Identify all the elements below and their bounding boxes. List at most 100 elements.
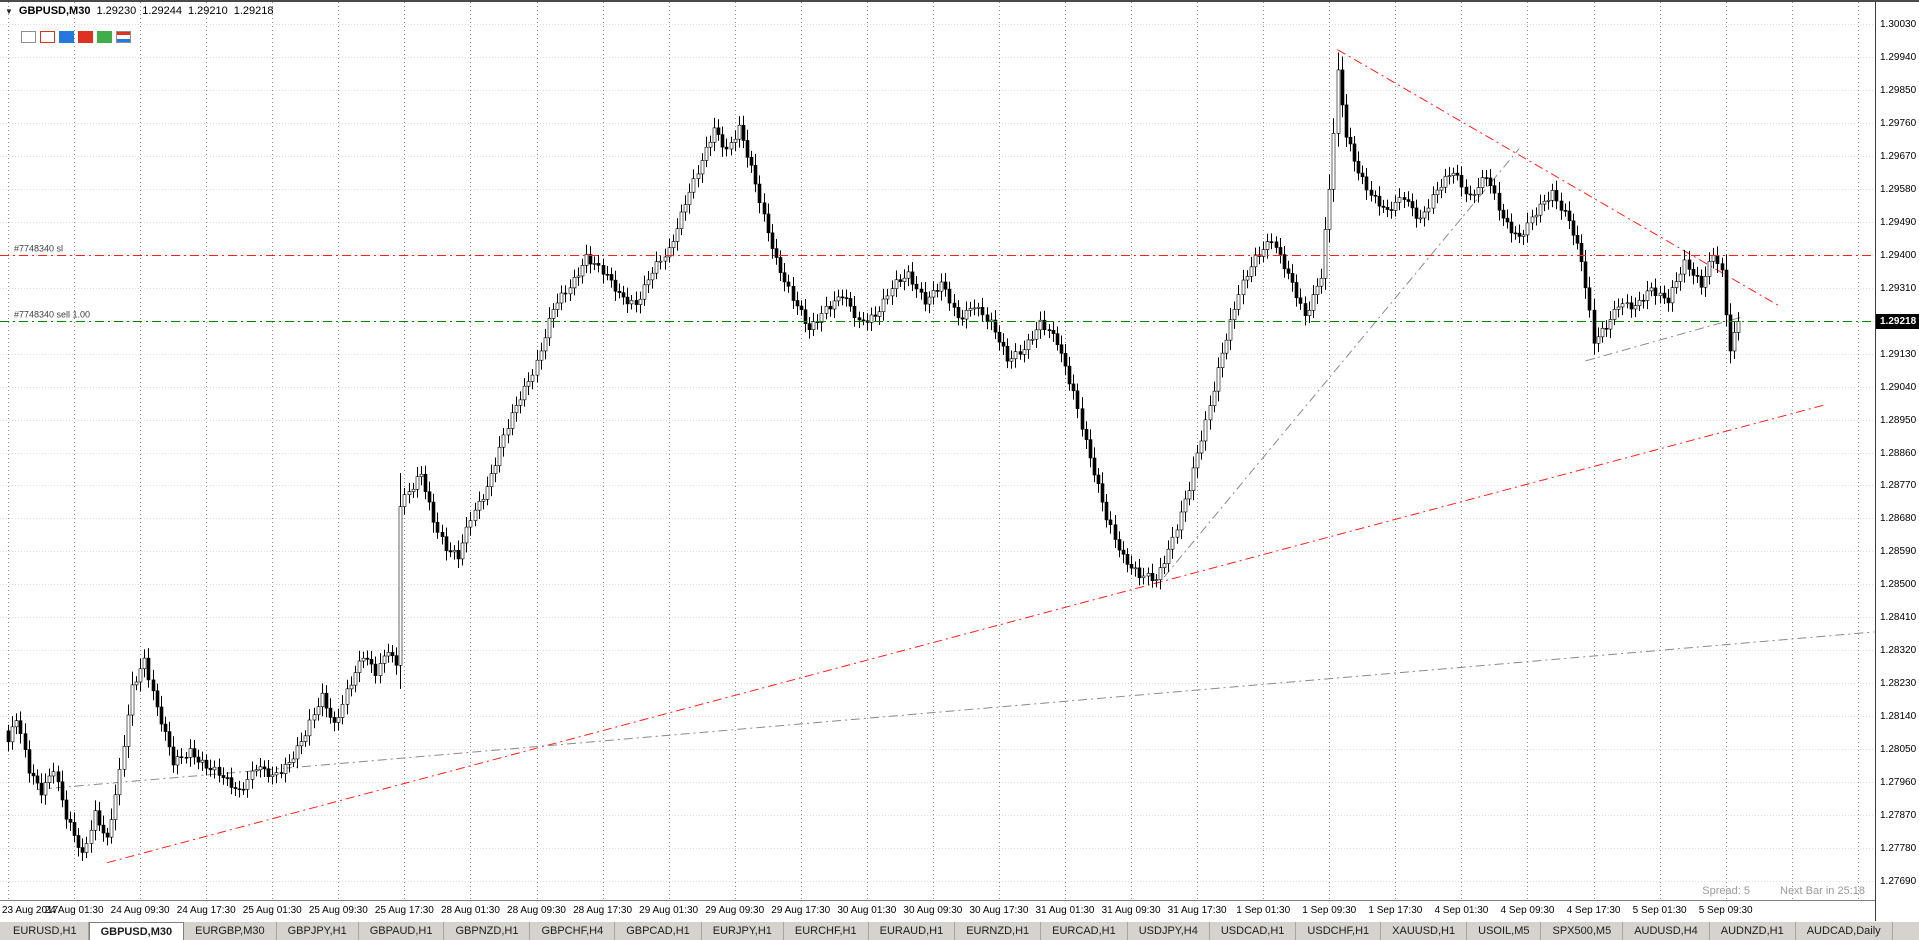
price-axis-label: 1.28590 [1880, 546, 1917, 558]
swatch-red-button[interactable] [78, 31, 93, 43]
swatch-green-button[interactable] [97, 31, 112, 43]
time-axis-label: 29 Aug 01:30 [639, 905, 699, 916]
time-axis-label: 31 Aug 09:30 [1101, 905, 1161, 916]
time-axis-label: 24 Aug 17:30 [176, 905, 236, 916]
symbol-tab-spx500-m5[interactable]: SPX500,M5 [1541, 922, 1624, 940]
symbol-tab-eurgbp-m30[interactable]: EURGBP,M30 [184, 922, 277, 940]
next-bar-timer: Next Bar in 25:18 [1780, 885, 1865, 897]
time-axis[interactable]: 23 Aug 2017 24 Aug 01:30 24 Aug 09:30 24 Au… [0, 900, 1919, 922]
price-axis-label: 1.28770 [1880, 480, 1917, 492]
swatch-red-outline-button[interactable] [40, 31, 55, 43]
swatch-blue-button[interactable] [59, 31, 74, 43]
long-gray-trendline[interactable] [36, 631, 1875, 790]
symbol-tab-gbpnzd-h1[interactable]: GBPNZD,H1 [444, 922, 531, 940]
time-axis-label: 28 Aug 01:30 [440, 905, 500, 916]
price-axis-label: 1.28410 [1880, 612, 1917, 624]
ascending-red-trendline[interactable] [106, 404, 1825, 864]
symbol-tab-usdjpy-h4[interactable]: USDJPY,H4 [1127, 922, 1210, 940]
symbol-tab-eurnzd-h1[interactable]: EURNZD,H1 [955, 922, 1042, 940]
time-axis-label: 4 Sep 01:30 [1434, 905, 1489, 916]
price-axis-label: 1.28500 [1880, 579, 1917, 591]
order-lines: #7748340 sl #7748340 sell 1.00 [0, 244, 1875, 322]
time-axis-label: 1 Sep 17:30 [1368, 905, 1423, 916]
price-axis[interactable]: 1.30030 1.29940 1.29850 1.29760 1.29670 1.295… [1875, 2, 1919, 921]
price-axis-label: 1.28950 [1880, 414, 1917, 426]
color-swatch-toolbar [21, 31, 131, 43]
trend-lines [36, 49, 1875, 864]
time-axis-label: 29 Aug 17:30 [771, 905, 831, 916]
price-axis-label: 1.29130 [1880, 348, 1917, 360]
price-axis-label: 1.29580 [1880, 183, 1917, 195]
price-axis-label: 1.29040 [1880, 381, 1917, 393]
chart-symbol-label: GBPUSD,M30 [18, 5, 91, 17]
symbol-tab-gbpusd-m30[interactable]: GBPUSD,M30 [88, 922, 185, 940]
horizontal-grid [0, 24, 1875, 882]
price-axis-label: 1.30030 [1880, 19, 1917, 30]
time-axis-label: 25 Aug 17:30 [374, 905, 434, 916]
time-axis-label: 4 Sep 09:30 [1500, 905, 1555, 916]
price-axis-label: 1.27960 [1880, 777, 1917, 789]
symbol-tab-eurchf-h1[interactable]: EURCHF,H1 [783, 922, 869, 940]
symbol-tab-euraud-h1[interactable]: EURAUD,H1 [868, 922, 956, 940]
symbol-tab-xauusd-h1[interactable]: XAUUSD,H1 [1381, 922, 1468, 940]
time-axis-label: 30 Aug 09:30 [903, 905, 963, 916]
time-axis-label: 24 Aug 01:30 [44, 905, 104, 916]
price-axis-label: 1.29940 [1880, 51, 1917, 63]
symbol-tab-gbpcad-h1[interactable]: GBPCAD,H1 [615, 922, 702, 940]
ohlc-high-value: 1.29244 [142, 5, 182, 17]
price-axis-label: 1.28320 [1880, 645, 1917, 657]
chart-collapse-icon[interactable]: ▼ [5, 6, 13, 16]
symbol-tab-usoil-m5[interactable]: USOIL,M5 [1467, 922, 1542, 940]
chart-ohlc-header: ▼ GBPUSD,M30 1.29230 1.29244 1.29210 1.2… [5, 5, 274, 17]
price-axis-label: 1.28230 [1880, 678, 1917, 690]
candles [6, 52, 1741, 862]
ohlc-close-value: 1.29218 [233, 5, 274, 17]
time-axis-label: 23 Aug 2017 [2, 905, 59, 916]
time-axis-label: 30 Aug 17:30 [969, 905, 1029, 916]
symbol-tab-audusd-h4[interactable]: AUDUSD,H4 [1623, 922, 1710, 940]
time-axis-label: 4 Sep 17:30 [1566, 905, 1621, 916]
stop-loss-line-label: #7748340 sl [14, 244, 63, 254]
time-axis-label: 31 Aug 17:30 [1167, 905, 1227, 916]
time-axis-label: 5 Sep 01:30 [1632, 905, 1687, 916]
time-axis-label: 31 Aug 01:30 [1035, 905, 1095, 916]
descending-red-trendline[interactable] [1337, 49, 1780, 307]
symbol-tab-gbpjpy-h1[interactable]: GBPJPY,H1 [276, 922, 359, 940]
time-axis-label: 25 Aug 09:30 [308, 905, 368, 916]
swatch-flag-button[interactable] [116, 31, 131, 43]
price-axis-label: 1.29490 [1880, 216, 1917, 228]
symbol-tab-gbpaud-h1[interactable]: GBPAUD,H1 [358, 922, 445, 940]
current-price-badge: 1.29218 [1876, 314, 1919, 330]
price-axis-label: 1.27690 [1880, 876, 1917, 887]
price-axis-label: 1.28140 [1880, 711, 1917, 723]
price-axis-label: 1.29760 [1880, 117, 1917, 129]
symbol-tab-bar: EURUSD,H1 GBPUSD,M30 EURGBP,M30 GBPJPY,H1 GB… [0, 921, 1919, 940]
price-axis-label: 1.28860 [1880, 447, 1917, 459]
symbol-tab-usdchf-h1[interactable]: USDCHF,H1 [1296, 922, 1382, 940]
symbol-tab-eurjpy-h1[interactable]: EURJPY,H1 [701, 922, 784, 940]
symbol-tab-usdcad-h1[interactable]: USDCAD,H1 [1209, 922, 1297, 940]
swatch-white-button[interactable] [21, 31, 36, 43]
price-axis-label: 1.29850 [1880, 84, 1917, 96]
symbol-tab-eurcad-h1[interactable]: EURCAD,H1 [1041, 922, 1128, 940]
symbol-tab-audcad-daily[interactable]: AUDCAD,Daily [1795, 922, 1893, 940]
sell-order-line-label: #7748340 sell 1.00 [14, 310, 90, 320]
price-axis-label: 1.29670 [1880, 150, 1917, 162]
candlestick-chart[interactable]: #7748340 sl #7748340 sell 1.00 [0, 2, 1875, 900]
symbol-tab-audnzd-h1[interactable]: AUDNZD,H1 [1709, 922, 1796, 940]
steep-gray-trendline[interactable] [1163, 148, 1520, 578]
price-axis-label: 1.27870 [1880, 810, 1917, 822]
time-axis-label: 24 Aug 09:30 [110, 905, 170, 916]
vertical-grid [8, 2, 1859, 900]
time-axis-label: 1 Sep 09:30 [1302, 905, 1357, 916]
symbol-tab-eurusd-h1[interactable]: EURUSD,H1 [2, 922, 89, 940]
short-gray-trendline[interactable] [1585, 316, 1743, 362]
symbol-tab-gbpchf-h4[interactable]: GBPCHF,H4 [530, 922, 616, 940]
price-axis-label: 1.28050 [1880, 744, 1917, 756]
chart-plot-area[interactable]: #7748340 sl #7748340 sell 1.00 ▼ GBPUSD,M… [0, 2, 1875, 900]
time-axis-label: 5 Sep 09:30 [1698, 905, 1753, 916]
spread-label: Spread: 5 [1702, 885, 1750, 897]
time-axis-label: 25 Aug 01:30 [242, 905, 302, 916]
time-axis-label: 29 Aug 09:30 [705, 905, 765, 916]
